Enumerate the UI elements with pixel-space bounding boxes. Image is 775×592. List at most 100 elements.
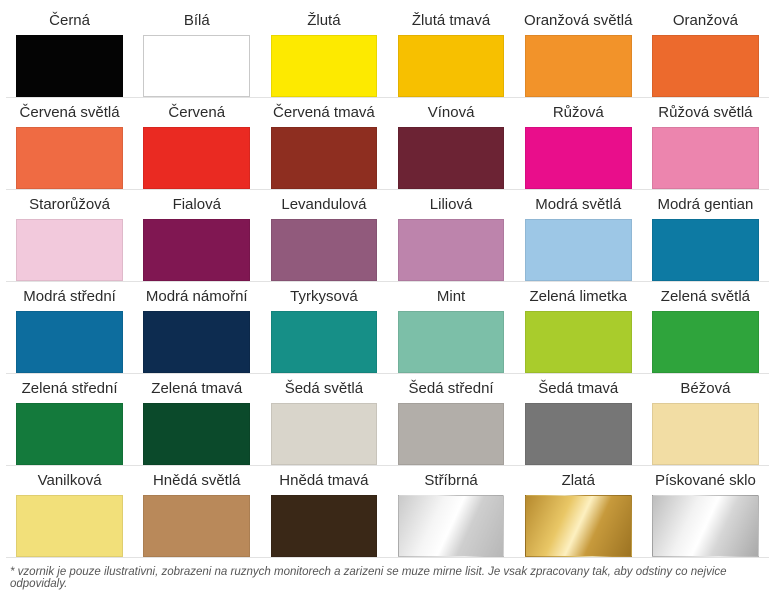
swatch-cell-1-2: Červená tmavá <box>260 98 387 190</box>
swatch-cell-2-3: Liliová <box>387 190 514 282</box>
swatch-color-box <box>143 127 250 189</box>
swatch-cell-0-1: Bílá <box>133 6 260 98</box>
swatch-label: Modrá gentian <box>657 196 753 213</box>
swatch-color-box <box>398 311 505 373</box>
swatch-color-box <box>271 403 378 465</box>
swatch-label: Červená tmavá <box>273 104 375 121</box>
swatch-color-box <box>525 403 632 465</box>
swatch-cell-1-4: Růžová <box>515 98 642 190</box>
swatch-cell-3-4: Zelená limetka <box>515 282 642 374</box>
swatch-label: Růžová světlá <box>658 104 752 121</box>
swatch-cell-1-1: Červená <box>133 98 260 190</box>
swatch-color-box <box>16 219 123 281</box>
swatch-cell-1-5: Růžová světlá <box>642 98 769 190</box>
swatch-label: Šedá světlá <box>285 380 363 397</box>
swatch-color-box <box>271 35 378 97</box>
swatch-label: Modrá světlá <box>535 196 621 213</box>
footnote-text: * vzornik je pouze ilustrativni, zobraze… <box>6 558 769 592</box>
swatch-color-box <box>398 127 505 189</box>
swatch-label: Zelená limetka <box>529 288 627 305</box>
swatch-label: Mint <box>437 288 465 305</box>
swatch-label: Bílá <box>184 12 210 29</box>
swatch-color-box <box>525 219 632 281</box>
swatch-color-box <box>143 495 250 557</box>
swatch-label: Starorůžová <box>29 196 110 213</box>
swatch-color-box <box>525 311 632 373</box>
swatch-label: Liliová <box>430 196 473 213</box>
swatch-color-box <box>143 311 250 373</box>
swatch-color-box <box>16 495 123 557</box>
swatch-cell-4-0: Zelená střední <box>6 374 133 466</box>
swatch-color-box <box>652 35 759 97</box>
swatch-cell-4-1: Zelená tmavá <box>133 374 260 466</box>
swatch-cell-0-2: Žlutá <box>260 6 387 98</box>
swatch-label: Růžová <box>553 104 604 121</box>
swatch-label: Žlutá <box>307 12 340 29</box>
swatch-label: Vanilková <box>38 472 102 489</box>
swatch-label: Tyrkysová <box>290 288 358 305</box>
swatch-label: Červená <box>168 104 225 121</box>
swatch-color-box <box>398 403 505 465</box>
swatch-grid: Černá Bílá Žlutá Žlutá tmavá Oranžová světlá… <box>6 6 769 558</box>
swatch-cell-5-2: Hnědá tmavá <box>260 466 387 558</box>
swatch-cell-2-2: Levandulová <box>260 190 387 282</box>
swatch-cell-3-1: Modrá námořní <box>133 282 260 374</box>
swatch-label: Béžová <box>680 380 730 397</box>
swatch-color-box <box>271 127 378 189</box>
swatch-color-box <box>271 219 378 281</box>
swatch-cell-1-3: Vínová <box>387 98 514 190</box>
swatch-cell-2-1: Fialová <box>133 190 260 282</box>
swatch-color-box <box>398 35 505 97</box>
swatch-cell-5-4: Zlatá <box>515 466 642 558</box>
swatch-color-box <box>398 495 505 557</box>
swatch-color-box <box>143 403 250 465</box>
swatch-label: Zelená střední <box>22 380 118 397</box>
swatch-cell-5-1: Hnědá světlá <box>133 466 260 558</box>
swatch-label: Žlutá tmavá <box>412 12 490 29</box>
swatch-label: Stříbrná <box>424 472 477 489</box>
swatch-label: Šedá tmavá <box>538 380 618 397</box>
swatch-label: Vínová <box>428 104 475 121</box>
swatch-cell-1-0: Červená světlá <box>6 98 133 190</box>
swatch-cell-0-5: Oranžová <box>642 6 769 98</box>
swatch-label: Oranžová světlá <box>524 12 632 29</box>
swatch-label: Fialová <box>173 196 221 213</box>
swatch-label: Černá <box>49 12 90 29</box>
swatch-label: Zlatá <box>562 472 595 489</box>
swatch-color-box <box>271 311 378 373</box>
swatch-label: Zelená tmavá <box>151 380 242 397</box>
swatch-color-box <box>525 127 632 189</box>
swatch-label: Zelená světlá <box>661 288 750 305</box>
swatch-cell-5-5: Pískované sklo <box>642 466 769 558</box>
swatch-color-box <box>525 495 632 557</box>
swatch-cell-0-0: Černá <box>6 6 133 98</box>
swatch-cell-4-3: Šedá střední <box>387 374 514 466</box>
swatch-color-box <box>652 403 759 465</box>
swatch-label: Hnědá světlá <box>153 472 241 489</box>
color-swatch-chart: Černá Bílá Žlutá Žlutá tmavá Oranžová světlá… <box>0 0 775 564</box>
swatch-label: Oranžová <box>673 12 738 29</box>
swatch-color-box <box>652 311 759 373</box>
swatch-label: Modrá námořní <box>146 288 248 305</box>
swatch-cell-4-2: Šedá světlá <box>260 374 387 466</box>
swatch-label: Červená světlá <box>20 104 120 121</box>
swatch-cell-3-2: Tyrkysová <box>260 282 387 374</box>
swatch-color-box <box>143 35 250 97</box>
swatch-color-box <box>525 35 632 97</box>
swatch-label: Šedá střední <box>409 380 494 397</box>
swatch-cell-3-3: Mint <box>387 282 514 374</box>
swatch-color-box <box>652 495 759 557</box>
swatch-color-box <box>16 35 123 97</box>
swatch-cell-0-3: Žlutá tmavá <box>387 6 514 98</box>
swatch-label: Levandulová <box>281 196 366 213</box>
swatch-cell-4-5: Béžová <box>642 374 769 466</box>
swatch-cell-5-0: Vanilková <box>6 466 133 558</box>
swatch-color-box <box>398 219 505 281</box>
swatch-color-box <box>16 127 123 189</box>
swatch-cell-4-4: Šedá tmavá <box>515 374 642 466</box>
swatch-cell-5-3: Stříbrná <box>387 466 514 558</box>
swatch-color-box <box>652 219 759 281</box>
swatch-color-box <box>271 495 378 557</box>
swatch-cell-3-0: Modrá střední <box>6 282 133 374</box>
swatch-cell-2-5: Modrá gentian <box>642 190 769 282</box>
